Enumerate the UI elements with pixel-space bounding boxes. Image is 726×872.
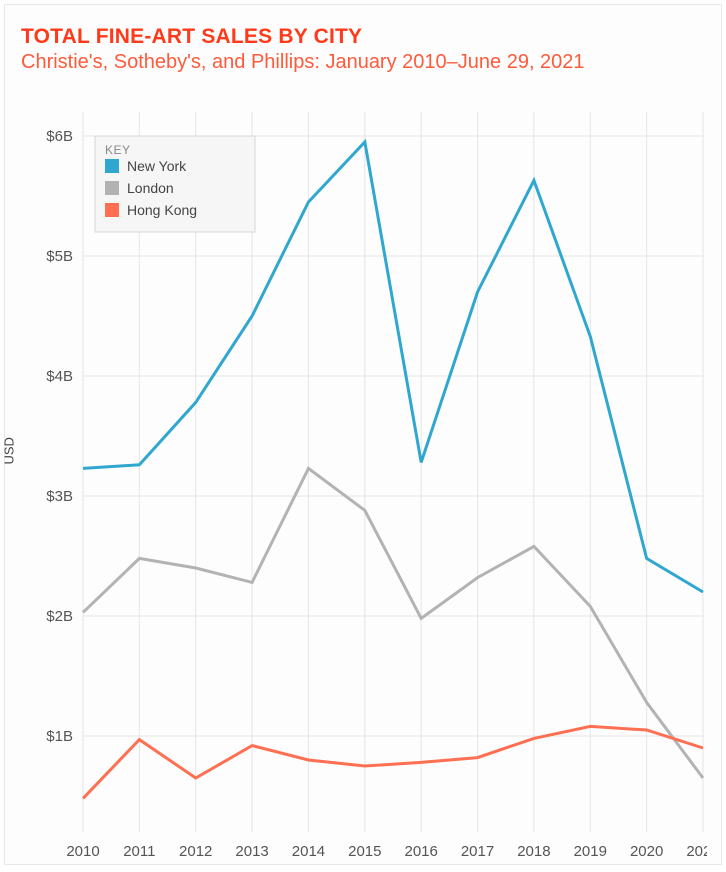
legend-swatch — [105, 203, 119, 217]
x-tick-label: 2011 — [123, 843, 155, 860]
legend-swatch — [105, 159, 119, 173]
y-tick-label: $2B — [46, 608, 73, 625]
line-chart: $1B $2B $3B $4B $5B $6B 2010 2011 2012 2013 2014 20… — [21, 102, 707, 872]
legend-label: New York — [127, 158, 187, 174]
chart-container: TOTAL FINE-ART SALES BY CITY Christie's,… — [4, 4, 722, 865]
y-tick-label: $6B — [46, 128, 73, 145]
x-tick-label: 2016 — [404, 843, 437, 860]
series-line-hong-kong — [83, 726, 703, 798]
y-axis-label: USD — [2, 437, 17, 464]
y-tick-label: $4B — [46, 368, 73, 385]
series-line-london — [83, 468, 703, 778]
y-tick-label: $3B — [46, 488, 73, 505]
x-tick-label: 2020 — [630, 843, 663, 860]
legend-label: London — [127, 180, 174, 196]
legend-label: Hong Kong — [127, 202, 197, 218]
chart-title: TOTAL FINE-ART SALES BY CITY — [21, 25, 705, 49]
legend-title: KEY — [105, 143, 131, 157]
x-tick-label: 2013 — [235, 843, 268, 860]
x-tick-label: 2010 — [66, 843, 99, 860]
legend-swatch — [105, 181, 119, 195]
chart-subtitle: Christie's, Sotheby's, and Phillips: Jan… — [21, 51, 705, 74]
x-tick-label: 2015 — [348, 843, 381, 860]
y-tick-label: $5B — [46, 248, 73, 265]
x-tick-label: 2018 — [517, 843, 550, 860]
x-tick-label: 2012 — [179, 843, 212, 860]
x-tick-label: 2021 — [686, 843, 707, 860]
chart-area: USD $1B$2B$3B$4B$5B$6B201020112012201320… — [21, 102, 705, 872]
y-tick-label: $1B — [46, 728, 73, 745]
x-tick-label: 2017 — [461, 843, 494, 860]
x-tick-label: 2019 — [574, 843, 607, 860]
x-tick-label: 2014 — [292, 843, 325, 860]
